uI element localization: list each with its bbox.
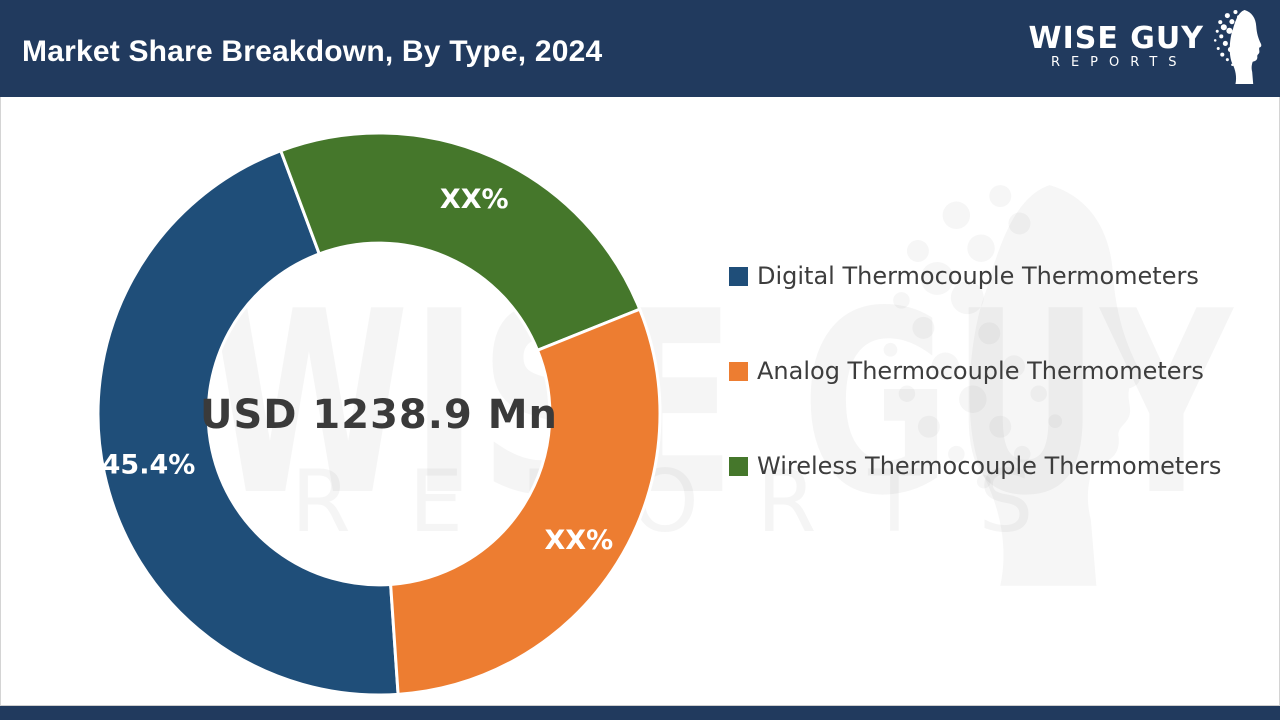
legend-label-analog: Analog Thermocouple Thermometers: [757, 357, 1204, 385]
footer-bar: [0, 706, 1280, 720]
pie-slice-0: [96, 149, 400, 697]
legend-item-wireless: Wireless Thermocouple Thermometers: [729, 451, 1221, 481]
brand-face-icon: [1210, 8, 1266, 84]
slice-label-2: XX%: [544, 525, 613, 556]
brand-logo: WISE GUY REPORTS: [1028, 8, 1266, 84]
legend-swatch-wireless: [729, 456, 748, 476]
slice-label-0: 45.4%: [102, 449, 196, 480]
donut-center-value: USD 1238.9 Mn: [200, 392, 558, 438]
donut-chart: 45.4% XX% XX%: [96, 131, 662, 697]
legend-label-digital: Digital Thermocouple Thermometers: [757, 262, 1199, 290]
legend-label-wireless: Wireless Thermocouple Thermometers: [757, 452, 1222, 480]
pie-slice-2: [389, 307, 662, 696]
brand-subname: REPORTS: [1050, 54, 1188, 70]
pie-slice-1: [279, 131, 642, 352]
legend-swatch-analog: [729, 361, 748, 381]
header-bar: Market Share Breakdown, By Type, 2024 WI…: [0, 0, 1280, 97]
slice-label-1: XX%: [440, 184, 509, 215]
legend-item-digital: Digital Thermocouple Thermometers: [729, 261, 1221, 291]
page-title: Market Share Breakdown, By Type, 2024: [22, 34, 603, 68]
brand-wordmark: WISE GUY REPORTS: [1028, 22, 1204, 70]
chart-legend: Digital Thermocouple Thermometers Analog…: [729, 261, 1221, 481]
legend-item-analog: Analog Thermocouple Thermometers: [729, 356, 1221, 386]
chart-area: WISE GUY REPORTS 45.4% XX% XX% USD 1238.9 …: [0, 97, 1280, 706]
brand-name: WISE GUY: [1028, 20, 1204, 56]
legend-swatch-digital: [729, 266, 748, 286]
